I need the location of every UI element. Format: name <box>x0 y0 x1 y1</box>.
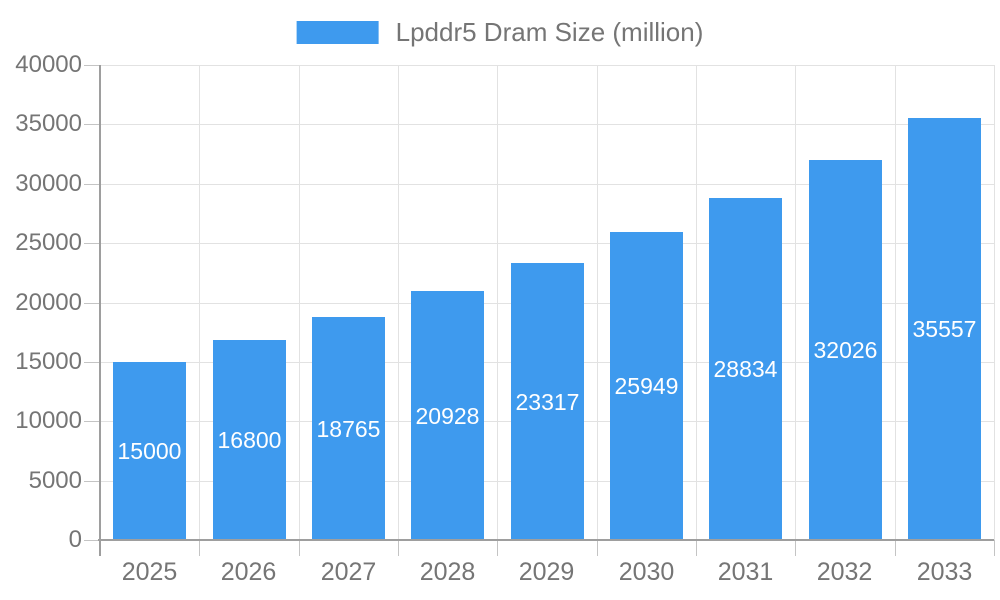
x-axis-label: 2027 <box>320 558 377 586</box>
bar-value-label: 35557 <box>912 316 977 342</box>
y-axis-tick <box>84 421 100 422</box>
y-axis-label: 30000 <box>15 170 82 197</box>
y-axis-label: 35000 <box>15 110 82 137</box>
x-axis-tick <box>696 540 697 556</box>
bar-value-label: 16800 <box>217 427 282 453</box>
y-axis-label: 5000 <box>28 467 82 494</box>
bar[interactable] <box>511 263 584 540</box>
bar-value-label: 25949 <box>614 373 679 399</box>
x-axis-tick <box>199 540 200 556</box>
x-axis-tick <box>299 540 300 556</box>
x-axis-label: 2032 <box>816 558 873 586</box>
y-gridline <box>100 243 994 244</box>
x-axis-tick <box>497 540 498 556</box>
legend-label: Lpddr5 Dram Size (million) <box>395 17 704 47</box>
legend-item[interactable]: Lpddr5 Dram Size (million) <box>296 17 704 48</box>
bar[interactable] <box>411 291 484 540</box>
x-axis-tick <box>994 540 995 556</box>
x-axis-tick <box>398 540 399 556</box>
y-axis-tick <box>84 184 100 185</box>
y-axis-line <box>99 65 101 556</box>
bar-value-label: 32026 <box>813 337 878 363</box>
bar-value-label: 20928 <box>415 403 480 429</box>
y-axis-tick <box>84 362 100 363</box>
x-gridline <box>795 65 796 540</box>
x-axis-line <box>98 539 994 541</box>
bar-value-label: 23317 <box>515 389 580 415</box>
bar-value-label: 28834 <box>713 356 778 382</box>
y-axis-tick <box>84 481 100 482</box>
y-gridline <box>100 124 994 125</box>
x-axis-label: 2028 <box>419 558 476 586</box>
x-gridline <box>895 65 896 540</box>
y-axis-label: 10000 <box>15 407 82 434</box>
bar[interactable] <box>709 198 782 540</box>
y-axis-label: 15000 <box>15 348 82 375</box>
x-axis-tick <box>597 540 598 556</box>
x-axis-tick <box>895 540 896 556</box>
bar[interactable] <box>610 232 683 540</box>
bar[interactable] <box>809 160 882 540</box>
y-gridline <box>100 65 994 66</box>
x-axis-tick <box>795 540 796 556</box>
x-gridline <box>497 65 498 540</box>
bar[interactable] <box>908 118 981 540</box>
y-axis-label: 25000 <box>15 229 82 256</box>
y-axis-tick <box>84 540 100 541</box>
bar-value-label: 15000 <box>117 438 182 464</box>
y-axis-tick <box>84 243 100 244</box>
y-axis-label: 40000 <box>15 51 82 78</box>
x-axis-label: 2030 <box>618 558 675 586</box>
x-gridline <box>994 65 995 540</box>
x-axis-label: 2026 <box>220 558 277 586</box>
y-axis-label: 0 <box>68 526 82 553</box>
x-gridline <box>398 65 399 540</box>
x-gridline <box>199 65 200 540</box>
bar[interactable] <box>312 317 385 540</box>
y-gridline <box>100 184 994 185</box>
bar[interactable] <box>113 362 186 540</box>
x-gridline <box>597 65 598 540</box>
bar-value-label: 18765 <box>316 416 381 442</box>
x-axis-label: 2031 <box>717 558 774 586</box>
x-gridline <box>299 65 300 540</box>
bar[interactable] <box>213 340 286 540</box>
legend-swatch <box>296 21 379 44</box>
x-axis-label: 2029 <box>518 558 575 586</box>
x-axis-label: 2033 <box>916 558 973 586</box>
y-axis-tick <box>84 65 100 66</box>
y-axis-label: 20000 <box>15 289 82 316</box>
x-axis-label: 2025 <box>121 558 178 586</box>
y-axis-tick <box>84 124 100 125</box>
x-gridline <box>696 65 697 540</box>
y-axis-tick <box>84 303 100 304</box>
